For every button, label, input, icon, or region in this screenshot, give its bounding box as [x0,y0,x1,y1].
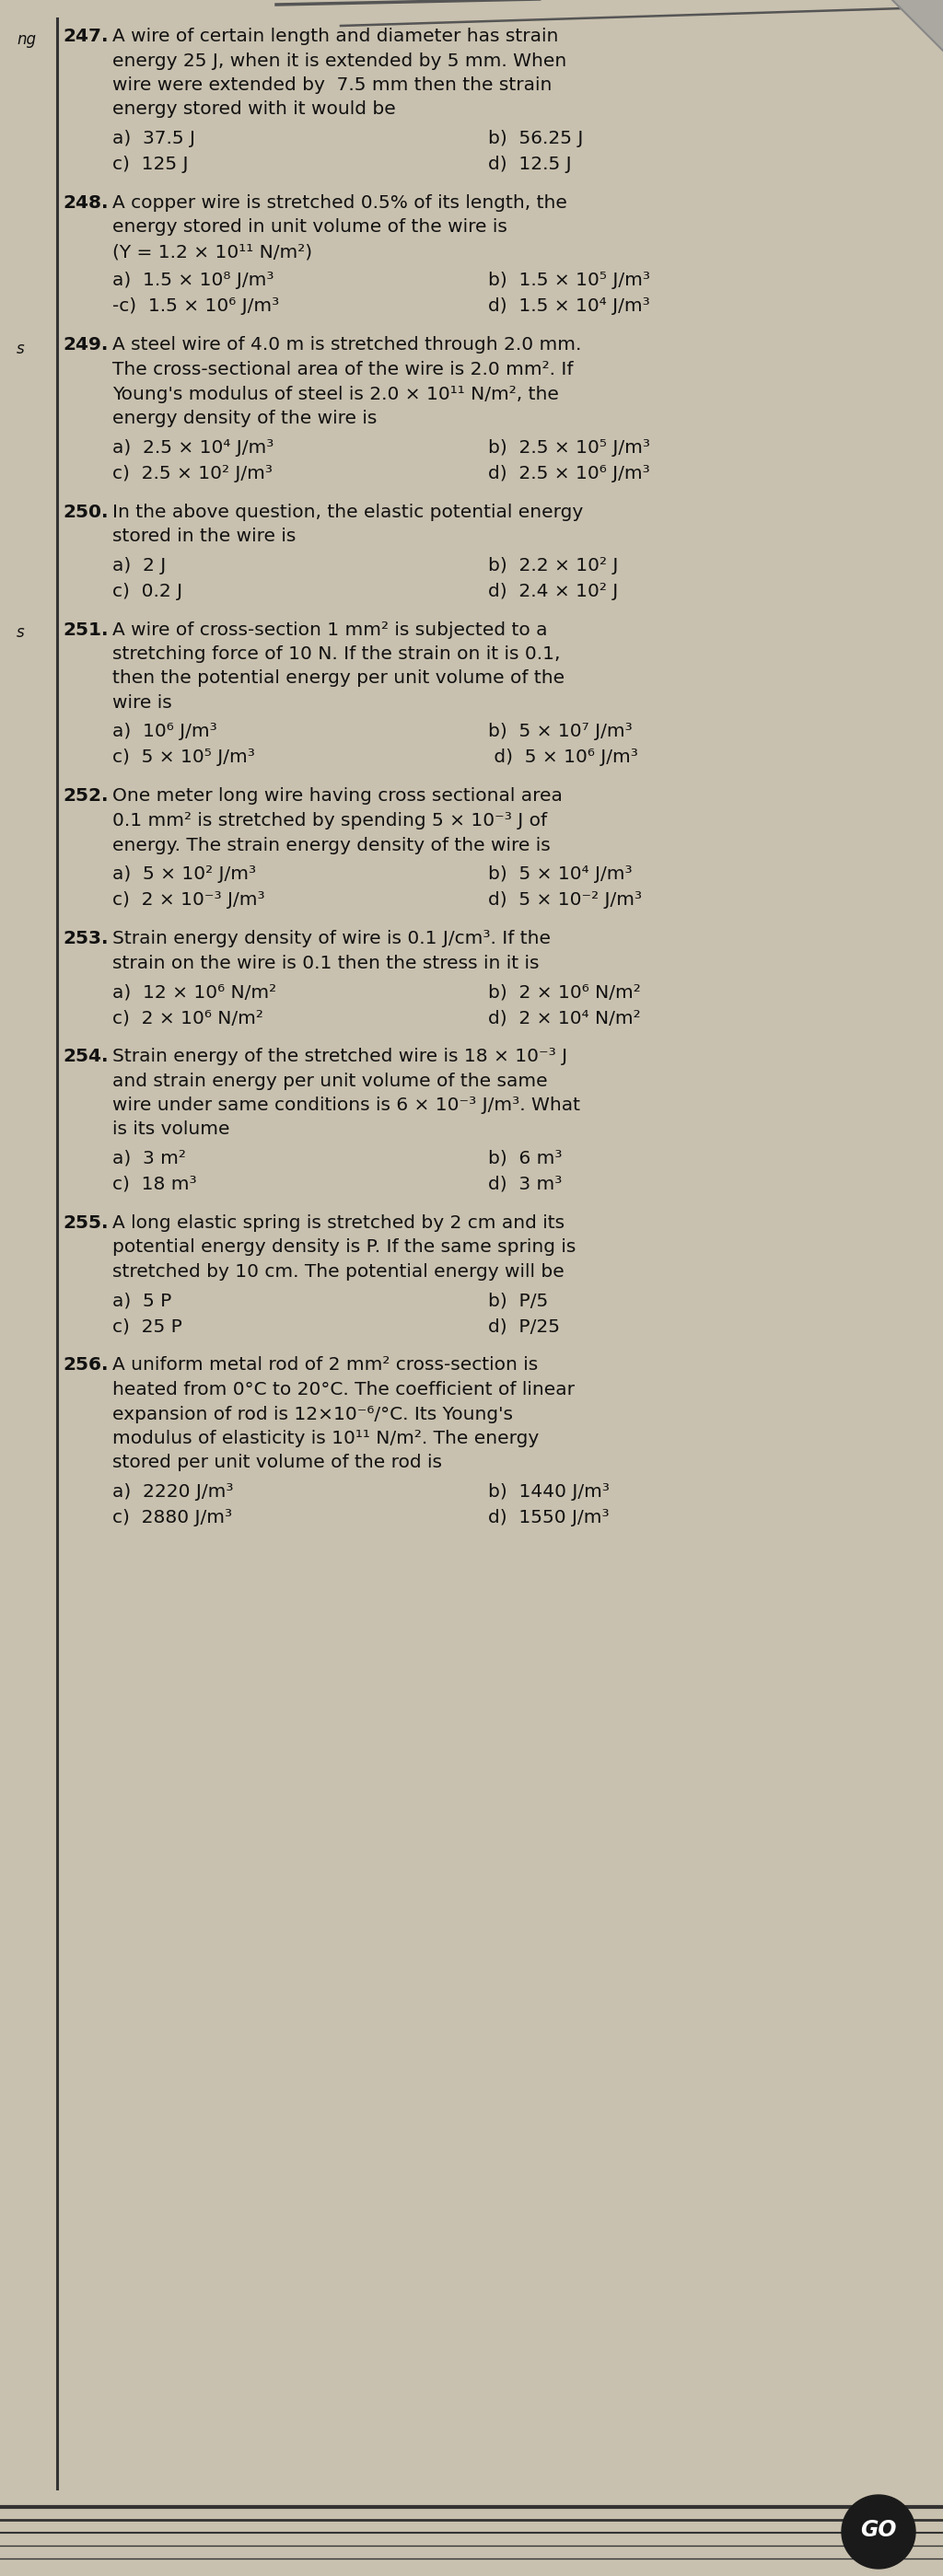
Text: c)  5 × 10⁵ J/m³: c) 5 × 10⁵ J/m³ [112,750,255,768]
Text: energy density of the wire is: energy density of the wire is [112,410,377,428]
Text: c)  18 m³: c) 18 m³ [112,1175,197,1193]
Text: energy 25 J, when it is extended by 5 mm. When: energy 25 J, when it is extended by 5 mm… [112,52,567,70]
Text: c)  25 P: c) 25 P [112,1319,182,1334]
Text: One meter long wire having cross sectional area: One meter long wire having cross section… [112,788,563,806]
Text: 256.: 256. [62,1358,108,1373]
Text: c)  2.5 × 10² J/m³: c) 2.5 × 10² J/m³ [112,464,273,482]
Text: The cross-sectional area of the wire is 2.0 mm². If: The cross-sectional area of the wire is … [112,361,573,379]
Text: potential energy density is P. If the same spring is: potential energy density is P. If the sa… [112,1239,576,1257]
Text: d)  1550 J/m³: d) 1550 J/m³ [488,1510,609,1528]
Text: 251.: 251. [62,621,108,639]
Text: a)  1.5 × 10⁸ J/m³: a) 1.5 × 10⁸ J/m³ [112,273,274,289]
Text: c)  0.2 J: c) 0.2 J [112,582,182,600]
Text: a)  5 P: a) 5 P [112,1293,172,1309]
Text: stored per unit volume of the rod is: stored per unit volume of the rod is [112,1455,442,1471]
Text: and strain energy per unit volume of the same: and strain energy per unit volume of the… [112,1072,548,1090]
Text: d)  2 × 10⁴ N/m²: d) 2 × 10⁴ N/m² [488,1010,640,1025]
Text: then the potential energy per unit volume of the: then the potential energy per unit volum… [112,670,565,688]
Text: wire is: wire is [112,693,172,711]
Text: a)  2.5 × 10⁴ J/m³: a) 2.5 × 10⁴ J/m³ [112,438,273,456]
Text: a)  37.5 J: a) 37.5 J [112,129,195,147]
Text: 0.1 mm² is stretched by spending 5 × 10⁻³ J of: 0.1 mm² is stretched by spending 5 × 10⁻… [112,811,547,829]
Text: strain on the wire is 0.1 then the stress in it is: strain on the wire is 0.1 then the stres… [112,953,539,971]
Text: stretched by 10 cm. The potential energy will be: stretched by 10 cm. The potential energy… [112,1262,564,1280]
Text: A copper wire is stretched 0.5% of its length, the: A copper wire is stretched 0.5% of its l… [112,193,567,211]
Text: b)  2 × 10⁶ N/m²: b) 2 × 10⁶ N/m² [488,984,640,999]
Text: s: s [17,623,25,641]
Text: b)  1.5 × 10⁵ J/m³: b) 1.5 × 10⁵ J/m³ [488,273,650,289]
Text: a)  5 × 10² J/m³: a) 5 × 10² J/m³ [112,866,256,884]
Text: b)  56.25 J: b) 56.25 J [488,129,584,147]
Text: b)  P/5: b) P/5 [488,1293,548,1309]
Text: c)  2 × 10⁻³ J/m³: c) 2 × 10⁻³ J/m³ [112,891,265,909]
Text: 253.: 253. [62,930,108,948]
Text: stored in the wire is: stored in the wire is [112,528,296,546]
Text: wire under same conditions is 6 × 10⁻³ J/m³. What: wire under same conditions is 6 × 10⁻³ J… [112,1097,580,1113]
Text: A long elastic spring is stretched by 2 cm and its: A long elastic spring is stretched by 2 … [112,1213,565,1231]
Text: A wire of certain length and diameter has strain: A wire of certain length and diameter ha… [112,28,558,46]
Text: In the above question, the elastic potential energy: In the above question, the elastic poten… [112,502,583,520]
Text: A wire of cross-section 1 mm² is subjected to a: A wire of cross-section 1 mm² is subject… [112,621,548,639]
Text: 254.: 254. [62,1048,108,1066]
Text: ng: ng [17,31,36,49]
Text: c)  125 J: c) 125 J [112,155,189,173]
Text: 247.: 247. [62,28,108,46]
Text: GO: GO [860,2519,897,2540]
Text: 248.: 248. [62,193,108,211]
Text: c)  2880 J/m³: c) 2880 J/m³ [112,1510,232,1528]
Text: b)  5 × 10⁴ J/m³: b) 5 × 10⁴ J/m³ [488,866,633,884]
Text: a)  2 J: a) 2 J [112,556,166,574]
Text: a)  12 × 10⁶ N/m²: a) 12 × 10⁶ N/m² [112,984,276,999]
Text: b)  2.2 × 10² J: b) 2.2 × 10² J [488,556,619,574]
Text: energy stored in unit volume of the wire is: energy stored in unit volume of the wire… [112,219,507,237]
Text: d)  5 × 10⁻² J/m³: d) 5 × 10⁻² J/m³ [488,891,642,909]
Text: b)  5 × 10⁷ J/m³: b) 5 × 10⁷ J/m³ [488,724,633,742]
Text: 249.: 249. [62,337,108,353]
Circle shape [842,2496,916,2568]
Text: b)  6 m³: b) 6 m³ [488,1149,562,1167]
Text: d)  1.5 × 10⁴ J/m³: d) 1.5 × 10⁴ J/m³ [488,299,650,314]
Text: Strain energy of the stretched wire is 18 × 10⁻³ J: Strain energy of the stretched wire is 1… [112,1048,568,1066]
Text: energy stored with it would be: energy stored with it would be [112,100,396,118]
Text: d)  P/25: d) P/25 [488,1319,560,1334]
Text: d)  12.5 J: d) 12.5 J [488,155,571,173]
Text: A uniform metal rod of 2 mm² cross-section is: A uniform metal rod of 2 mm² cross-secti… [112,1358,538,1373]
Text: stretching force of 10 N. If the strain on it is 0.1,: stretching force of 10 N. If the strain … [112,647,560,662]
Polygon shape [892,0,943,52]
Text: 252.: 252. [62,788,108,806]
Text: b)  1440 J/m³: b) 1440 J/m³ [488,1484,609,1502]
Text: c)  2 × 10⁶ N/m²: c) 2 × 10⁶ N/m² [112,1010,263,1025]
Text: -c)  1.5 × 10⁶ J/m³: -c) 1.5 × 10⁶ J/m³ [112,299,279,314]
Text: Young's modulus of steel is 2.0 × 10¹¹ N/m², the: Young's modulus of steel is 2.0 × 10¹¹ N… [112,386,559,402]
Text: d)  2.5 × 10⁶ J/m³: d) 2.5 × 10⁶ J/m³ [488,464,650,482]
Text: d)  5 × 10⁶ J/m³: d) 5 × 10⁶ J/m³ [488,750,638,768]
Text: expansion of rod is 12×10⁻⁶/°C. Its Young's: expansion of rod is 12×10⁻⁶/°C. Its Youn… [112,1406,513,1422]
Text: d)  2.4 × 10² J: d) 2.4 × 10² J [488,582,619,600]
Text: 255.: 255. [62,1213,108,1231]
Text: b)  2.5 × 10⁵ J/m³: b) 2.5 × 10⁵ J/m³ [488,438,650,456]
Text: Strain energy density of wire is 0.1 J/cm³. If the: Strain energy density of wire is 0.1 J/c… [112,930,551,948]
Text: wire were extended by  7.5 mm then the strain: wire were extended by 7.5 mm then the st… [112,77,552,93]
Text: a)  3 m²: a) 3 m² [112,1149,186,1167]
Text: s: s [17,340,25,355]
Text: a)  2220 J/m³: a) 2220 J/m³ [112,1484,234,1502]
Text: modulus of elasticity is 10¹¹ N/m². The energy: modulus of elasticity is 10¹¹ N/m². The … [112,1430,539,1448]
Text: heated from 0°C to 20°C. The coefficient of linear: heated from 0°C to 20°C. The coefficient… [112,1381,574,1399]
Text: a)  10⁶ J/m³: a) 10⁶ J/m³ [112,724,217,742]
Text: 250.: 250. [62,502,108,520]
Text: is its volume: is its volume [112,1121,230,1139]
Text: d)  3 m³: d) 3 m³ [488,1175,562,1193]
Text: energy. The strain energy density of the wire is: energy. The strain energy density of the… [112,837,551,853]
Text: A steel wire of 4.0 m is stretched through 2.0 mm.: A steel wire of 4.0 m is stretched throu… [112,337,582,353]
Text: (Y = 1.2 × 10¹¹ N/m²): (Y = 1.2 × 10¹¹ N/m²) [112,242,312,260]
